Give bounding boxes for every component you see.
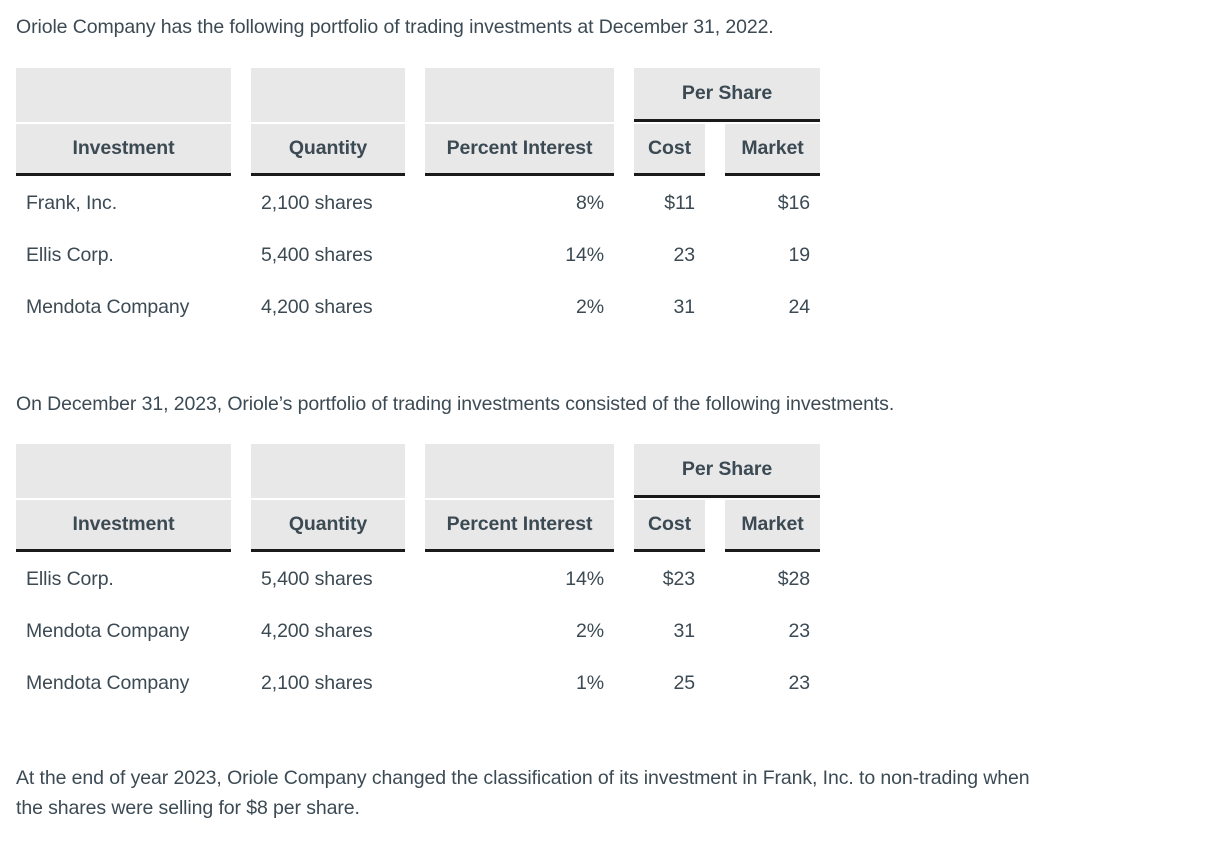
investment-cell: Ellis Corp.	[16, 230, 231, 280]
percent-cell: 2%	[425, 606, 614, 656]
market-column-header: Market	[725, 124, 820, 176]
intro-paragraph-2022: Oriole Company has the following portfol…	[16, 16, 774, 38]
empty-header-cell	[425, 444, 614, 498]
empty-header-cell	[16, 444, 231, 498]
empty-header-cell	[16, 68, 231, 122]
table-row: Mendota Company 4,200 shares 2% 31 24	[16, 282, 820, 332]
investment-cell: Mendota Company	[16, 282, 231, 332]
column-header-row: Investment Quantity Percent Interest Cos…	[16, 124, 820, 176]
empty-header-cell	[425, 68, 614, 122]
cost-cell: $11	[634, 178, 705, 228]
market-cell: 23	[725, 658, 820, 708]
empty-header-cell	[251, 68, 405, 122]
table-row: Ellis Corp. 5,400 shares 14% $23 $28	[16, 554, 820, 604]
percent-cell: 14%	[425, 554, 614, 604]
investment-cell: Ellis Corp.	[16, 554, 231, 604]
percent-cell: 14%	[425, 230, 614, 280]
cost-cell: 25	[634, 658, 705, 708]
per-share-header: Per Share	[634, 444, 820, 498]
quantity-cell: 4,200 shares	[251, 606, 405, 656]
portfolio-table-2023: Per Share Investment Quantity Percent In…	[0, 442, 840, 710]
problem-statement: Oriole Company has the following portfol…	[0, 16, 1030, 819]
quantity-cell: 2,100 shares	[251, 658, 405, 708]
investment-cell: Mendota Company	[16, 658, 231, 708]
market-column-header: Market	[725, 500, 820, 552]
market-cell: 19	[725, 230, 820, 280]
quantity-cell: 5,400 shares	[251, 230, 405, 280]
percent-cell: 2%	[425, 282, 614, 332]
investment-column-header: Investment	[16, 500, 231, 552]
cost-cell: 23	[634, 230, 705, 280]
table-row: Mendota Company 2,100 shares 1% 25 23	[16, 658, 820, 708]
market-cell: 24	[725, 282, 820, 332]
classification-note-paragraph: At the end of year 2023, Oriole Company …	[16, 767, 1030, 819]
percent-cell: 1%	[425, 658, 614, 708]
percent-cell: 8%	[425, 178, 614, 228]
cost-cell: $23	[634, 554, 705, 604]
cost-cell: 31	[634, 282, 705, 332]
cost-column-header: Cost	[634, 500, 705, 552]
cost-column-header: Cost	[634, 124, 705, 176]
table-row: Mendota Company 4,200 shares 2% 31 23	[16, 606, 820, 656]
quantity-cell: 5,400 shares	[251, 554, 405, 604]
investment-column-header: Investment	[16, 124, 231, 176]
quantity-column-header: Quantity	[251, 124, 405, 176]
per-share-header-row: Per Share	[16, 444, 820, 498]
table-row: Frank, Inc. 2,100 shares 8% $11 $16	[16, 178, 820, 228]
per-share-header-row: Per Share	[16, 68, 820, 122]
quantity-cell: 4,200 shares	[251, 282, 405, 332]
market-cell: $28	[725, 554, 820, 604]
empty-header-cell	[251, 444, 405, 498]
cost-cell: 31	[634, 606, 705, 656]
table-row: Ellis Corp. 5,400 shares 14% 23 19	[16, 230, 820, 280]
percent-interest-column-header: Percent Interest	[425, 124, 614, 176]
market-cell: $16	[725, 178, 820, 228]
quantity-cell: 2,100 shares	[251, 178, 405, 228]
investment-cell: Mendota Company	[16, 606, 231, 656]
quantity-column-header: Quantity	[251, 500, 405, 552]
market-cell: 23	[725, 606, 820, 656]
percent-interest-column-header: Percent Interest	[425, 500, 614, 552]
per-share-header: Per Share	[634, 68, 820, 122]
investment-cell: Frank, Inc.	[16, 178, 231, 228]
column-header-row: Investment Quantity Percent Interest Cos…	[16, 500, 820, 552]
intro-paragraph-2023: On December 31, 2023, Oriole’s portfolio…	[16, 393, 895, 415]
portfolio-table-2022: Per Share Investment Quantity Percent In…	[0, 66, 840, 334]
